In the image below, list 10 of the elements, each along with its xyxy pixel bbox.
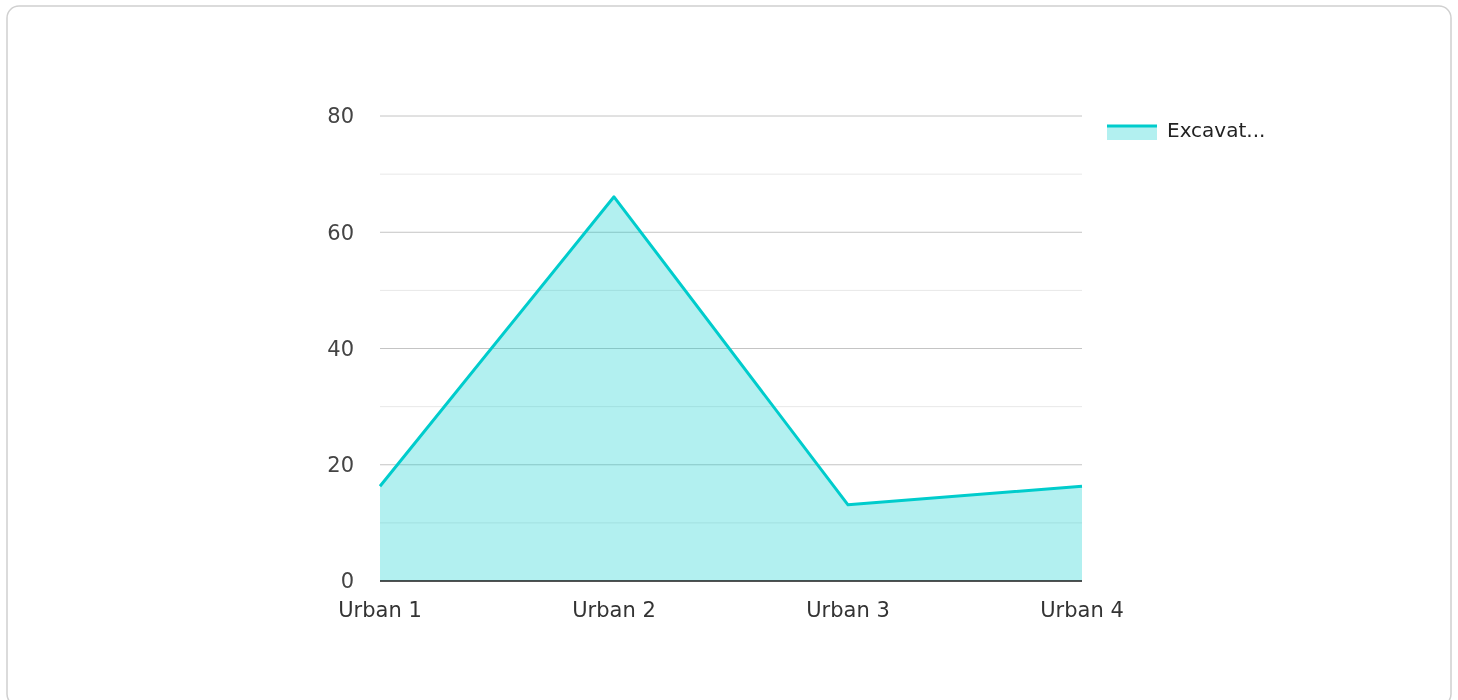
- x-tick-label: Urban 3: [806, 598, 890, 622]
- x-tick-label: Urban 1: [338, 598, 422, 622]
- x-tick-label: Urban 2: [572, 598, 656, 622]
- y-tick-label: 80: [327, 104, 354, 129]
- x-tick-label: Urban 4: [1040, 598, 1124, 622]
- y-tick-label: 0: [340, 569, 354, 594]
- y-tick-label: 20: [327, 453, 354, 478]
- legend-label: Excavat...: [1167, 118, 1266, 142]
- y-tick-label: 40: [327, 336, 354, 361]
- y-tick-label: 60: [327, 220, 354, 245]
